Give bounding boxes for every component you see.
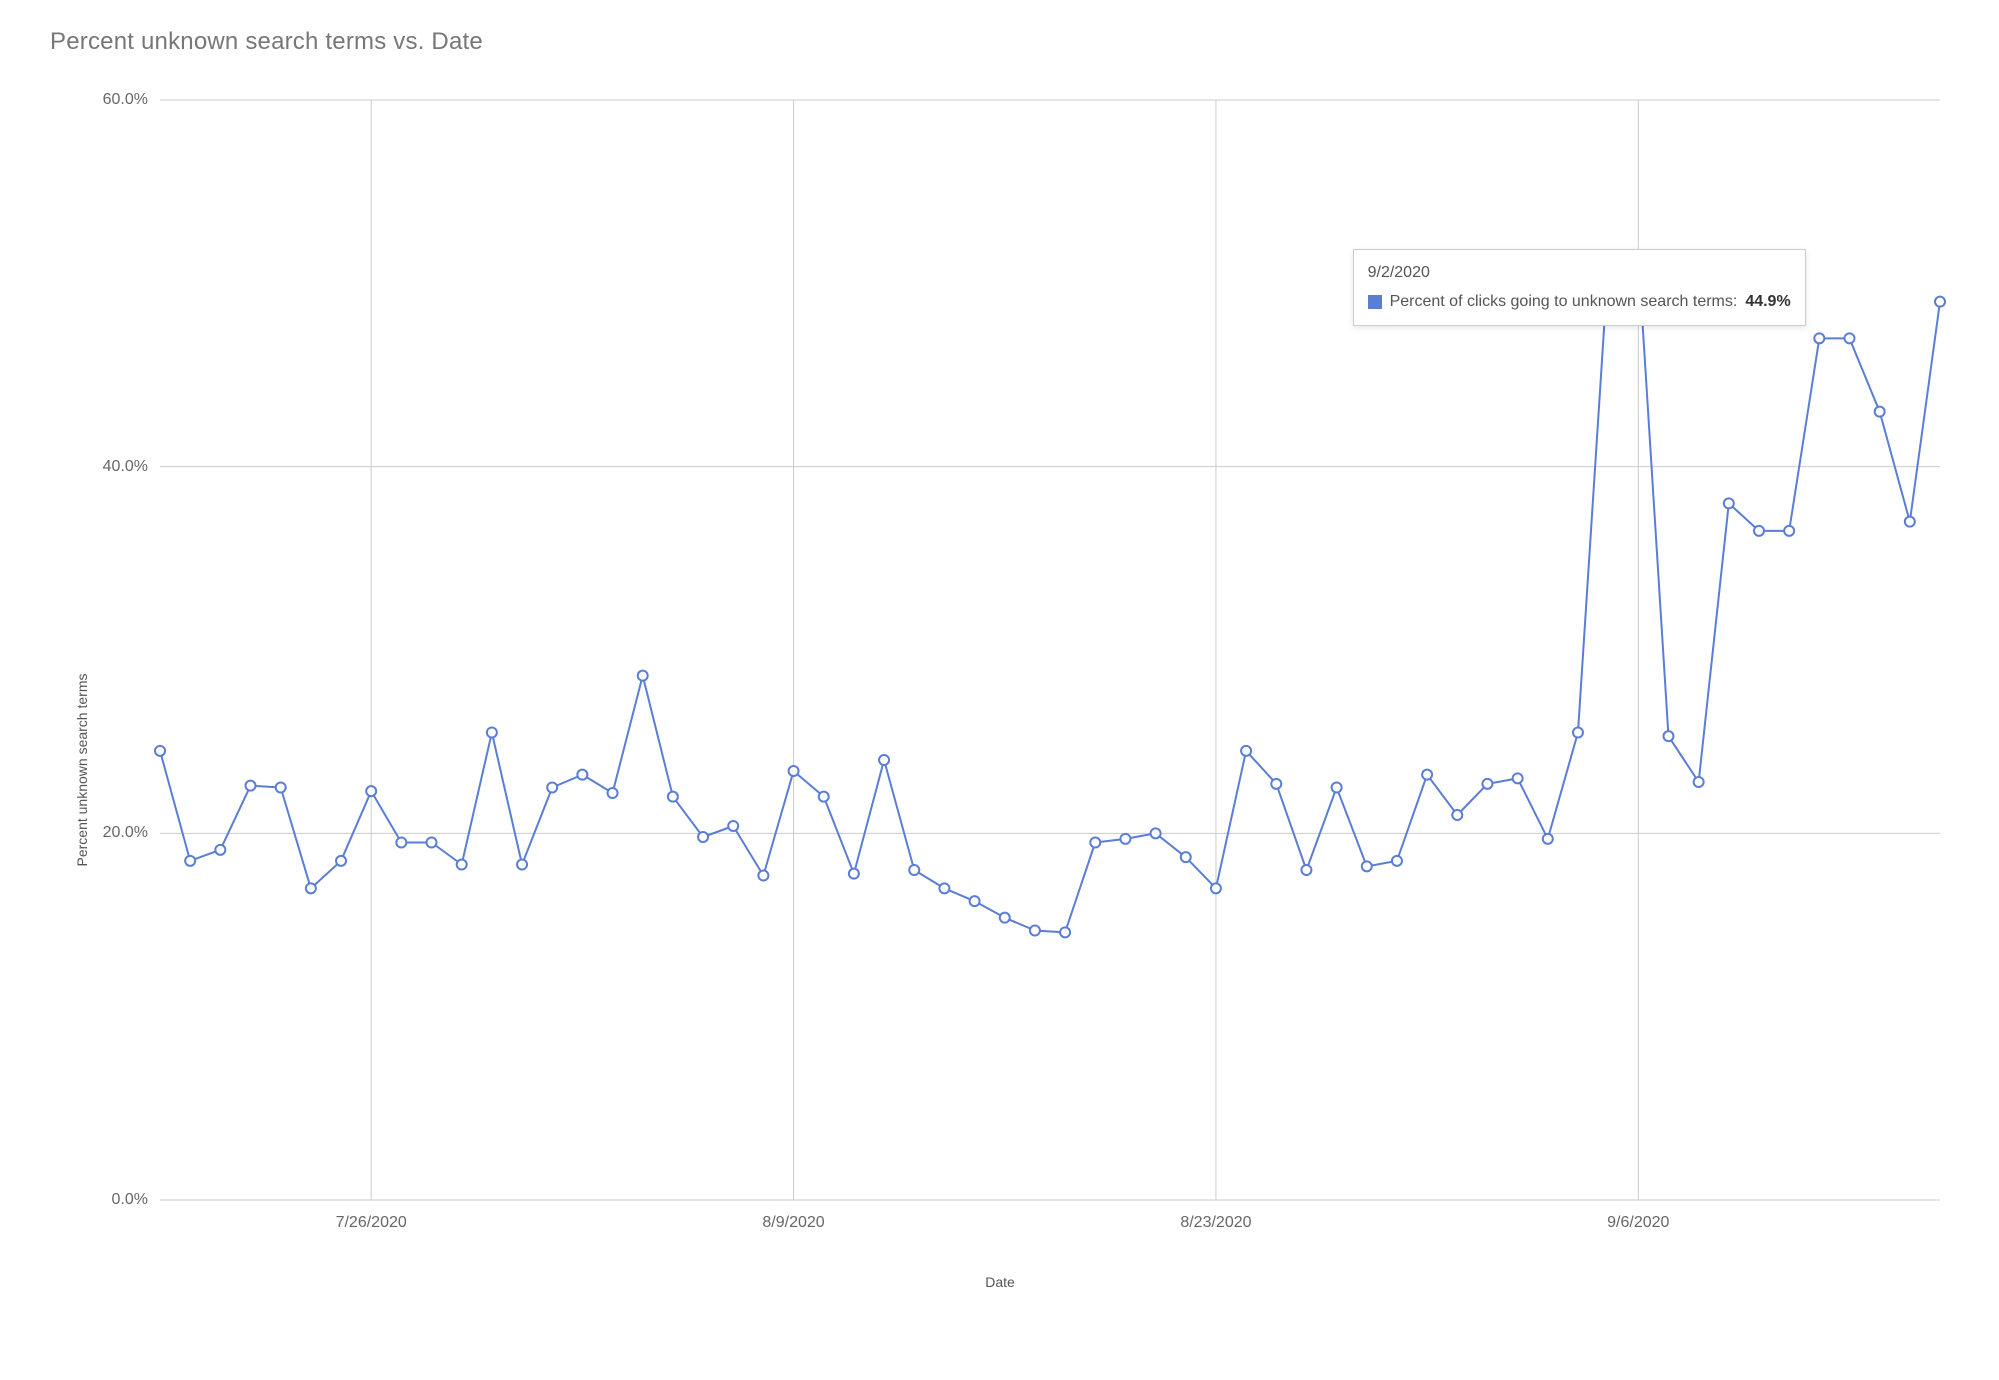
tooltip-date: 9/2/2020 — [1368, 260, 1791, 286]
y-tick-label: 20.0% — [103, 824, 148, 842]
tooltip-value: 44.9% — [1745, 289, 1790, 315]
tooltip-series-label: Percent of clicks going to unknown searc… — [1390, 289, 1738, 315]
y-tick-label: 60.0% — [103, 91, 148, 109]
y-tick-label: 40.0% — [103, 458, 148, 476]
x-tick-label: 9/6/2020 — [1607, 1214, 1669, 1232]
x-tick-label: 7/26/2020 — [336, 1214, 407, 1232]
x-axis-label: Date — [985, 1274, 1015, 1290]
tooltip-swatch — [1368, 295, 1382, 309]
x-tick-label: 8/23/2020 — [1180, 1214, 1251, 1232]
tooltip-row: Percent of clicks going to unknown searc… — [1368, 289, 1791, 315]
x-tick-label: 8/9/2020 — [762, 1214, 824, 1232]
tooltip: 9/2/2020 Percent of clicks going to unkn… — [1353, 249, 1806, 326]
chart-title: Percent unknown search terms vs. Date — [50, 28, 483, 56]
y-tick-label: 0.0% — [112, 1191, 148, 1209]
plot-area: Percent unknown search terms 0.0% 20.0% 40… — [40, 90, 1960, 1290]
y-axis-label: Percent unknown search terms — [74, 674, 90, 867]
chart-container: Percent unknown search terms vs. Date Pe… — [0, 0, 1999, 1380]
